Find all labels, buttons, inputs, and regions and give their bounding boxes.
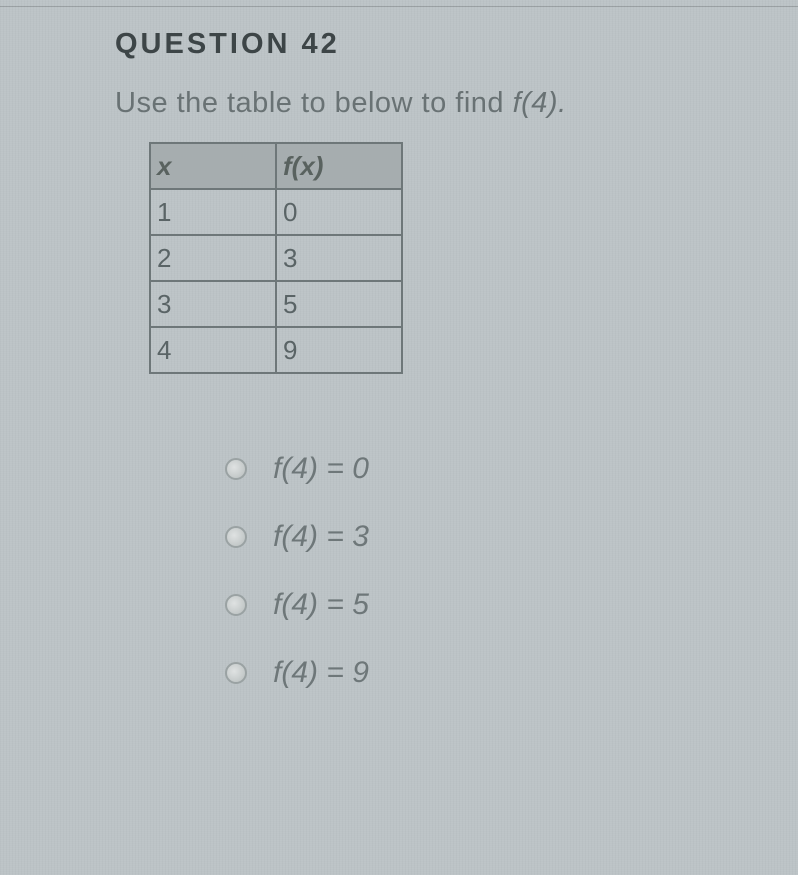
table-cell: 9 xyxy=(276,327,402,373)
option-label: f(4) = 0 xyxy=(273,452,369,486)
table-cell: 4 xyxy=(150,327,276,373)
answer-options: f(4) = 0 f(4) = 3 f(4) = 5 f(4) = 9 xyxy=(225,452,798,690)
function-table: x f(x) 1 0 2 3 3 5 4 9 xyxy=(149,142,403,374)
table-cell: 1 xyxy=(150,189,276,235)
table-row: 1 0 xyxy=(150,189,402,235)
option-label: f(4) = 5 xyxy=(273,588,369,622)
radio-icon[interactable] xyxy=(225,526,247,548)
table-cell: 2 xyxy=(150,235,276,281)
option-d[interactable]: f(4) = 9 xyxy=(225,656,798,690)
option-label: f(4) = 3 xyxy=(273,520,369,554)
table-row: 4 9 xyxy=(150,327,402,373)
option-label: f(4) = 9 xyxy=(273,656,369,690)
option-a[interactable]: f(4) = 0 xyxy=(225,452,798,486)
prompt-function: f(4). xyxy=(513,87,567,119)
table-cell: 0 xyxy=(276,189,402,235)
col-header-fx: f(x) xyxy=(276,143,402,189)
prompt-prefix: Use the table to below to find xyxy=(115,87,513,119)
table-row: 2 3 xyxy=(150,235,402,281)
option-b[interactable]: f(4) = 3 xyxy=(225,520,798,554)
table-header-row: x f(x) xyxy=(150,143,402,189)
table-cell: 3 xyxy=(150,281,276,327)
table-cell: 3 xyxy=(276,235,402,281)
radio-icon[interactable] xyxy=(225,458,247,480)
table-row: 3 5 xyxy=(150,281,402,327)
col-header-x: x xyxy=(150,143,276,189)
option-c[interactable]: f(4) = 5 xyxy=(225,588,798,622)
table-cell: 5 xyxy=(276,281,402,327)
radio-icon[interactable] xyxy=(225,662,247,684)
question-prompt: Use the table to below to find f(4). xyxy=(115,87,798,120)
question-title: QUESTION 42 xyxy=(115,28,798,61)
radio-icon[interactable] xyxy=(225,594,247,616)
